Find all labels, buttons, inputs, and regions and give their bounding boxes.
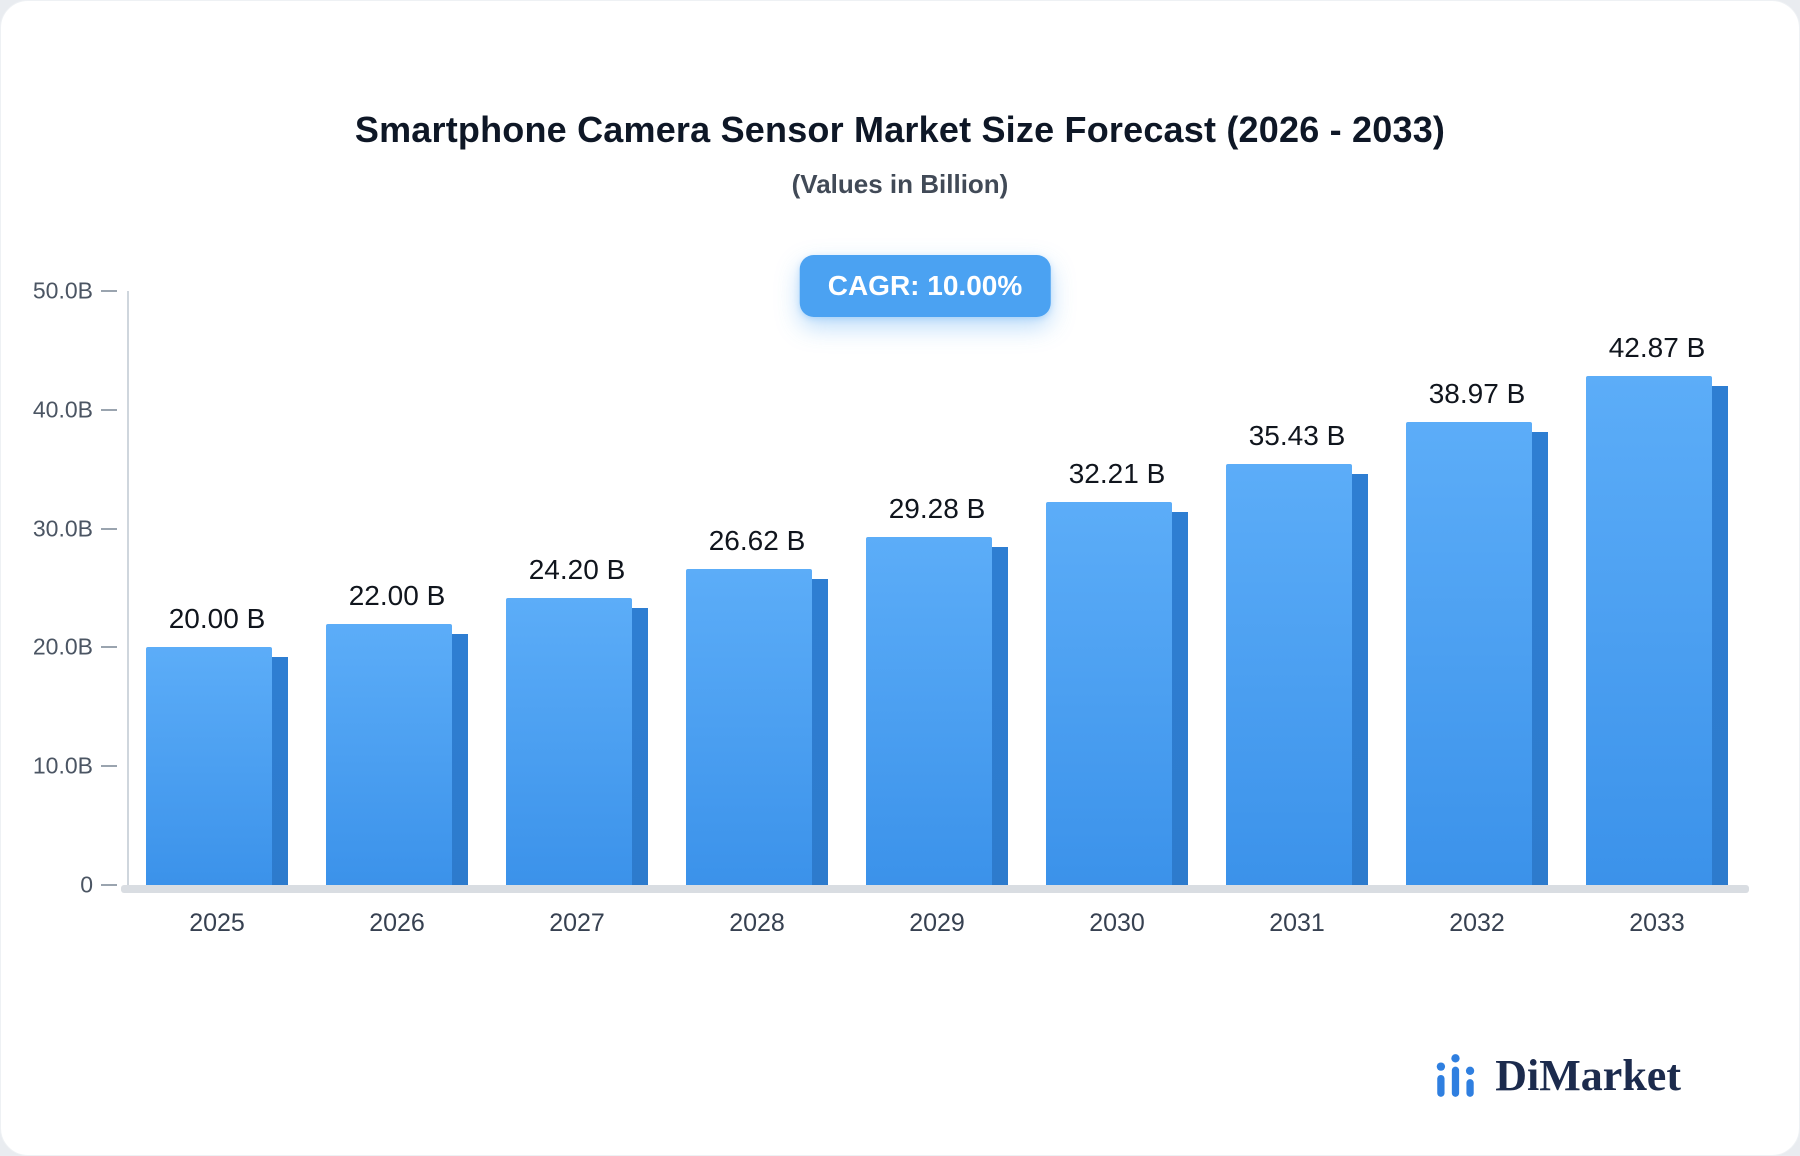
- bar: [1406, 422, 1548, 885]
- bar-value-label: 32.21 B: [1068, 458, 1166, 490]
- x-axis-category-label: 2030: [1089, 909, 1145, 937]
- plot-area: 50.0B 40.0B 30.0B 20.0B 10.0B 0 20.00 B 2025 22.…: [33, 278, 1749, 937]
- bar: [686, 568, 828, 885]
- x-axis-category-label: 2028: [729, 909, 785, 937]
- bar-value-label: 26.62 B: [708, 524, 806, 556]
- y-axis-tick-label: 50.0B: [32, 277, 93, 304]
- bar-side-face: [1352, 474, 1368, 885]
- bar-value-label: 20.00 B: [168, 603, 266, 635]
- bar: [506, 597, 648, 885]
- bar-side-face: [632, 607, 648, 885]
- y-axis-tick-label: 40.0B: [32, 396, 93, 423]
- y-axis-tick-mark: [101, 884, 117, 886]
- bar-chart-logo-icon: [1431, 1051, 1481, 1101]
- y-axis-tick-mark: [101, 646, 117, 649]
- y-axis-tick-mark: [101, 408, 117, 411]
- y-axis-tick-label: 30.0B: [32, 515, 93, 542]
- bar-side-face: [992, 547, 1008, 885]
- x-axis-category-label: 2026: [369, 909, 425, 937]
- x-axis-line: [121, 885, 1749, 893]
- bar: [326, 623, 468, 885]
- bar: [1586, 375, 1728, 885]
- bar-side-face: [1532, 432, 1548, 885]
- bar: [1226, 464, 1368, 885]
- bar-value-label: 24.20 B: [528, 553, 626, 585]
- bar-side-face: [1172, 512, 1188, 885]
- chart-title: Smartphone Camera Sensor Market Size For…: [354, 109, 1446, 150]
- bar-value-label: 42.87 B: [1608, 331, 1706, 363]
- bar-value-label: 38.97 B: [1428, 378, 1526, 410]
- x-axis-category-label: 2031: [1269, 909, 1325, 937]
- x-axis-category-label: 2027: [549, 909, 605, 937]
- x-axis-category-label: 2029: [909, 909, 965, 937]
- y-axis-tick-mark: [101, 527, 117, 530]
- y-axis-tick-label: 10.0B: [32, 752, 93, 779]
- y-axis-tick-mark: [101, 765, 117, 768]
- x-axis-category-label: 2033: [1629, 909, 1685, 937]
- bar-value-label: 29.28 B: [888, 493, 986, 525]
- chart-subtitle: (Values in Billion): [791, 169, 1009, 199]
- y-axis-tick-label: 0: [80, 871, 93, 898]
- brand-logo: DiMarket: [1431, 1050, 1681, 1101]
- bar-value-label: 35.43 B: [1248, 420, 1346, 452]
- bar-value-label: 22.00 B: [348, 579, 446, 611]
- bar-side-face: [452, 633, 468, 885]
- cagr-badge: CAGR: 10.00%: [799, 255, 1051, 317]
- brand-logo-text: DiMarket: [1495, 1051, 1681, 1100]
- bar: [146, 647, 288, 885]
- x-axis-category-label: 2032: [1449, 909, 1505, 937]
- bar-side-face: [812, 578, 828, 885]
- y-axis-tick-label: 20.0B: [32, 633, 93, 660]
- x-axis-category-label: 2025: [189, 909, 245, 937]
- bar-side-face: [1712, 385, 1728, 885]
- bar: [866, 537, 1008, 885]
- bar: [1046, 502, 1188, 885]
- bar-side-face: [272, 657, 288, 885]
- y-axis-tick-mark: [101, 290, 117, 292]
- y-axis-line: [127, 291, 129, 885]
